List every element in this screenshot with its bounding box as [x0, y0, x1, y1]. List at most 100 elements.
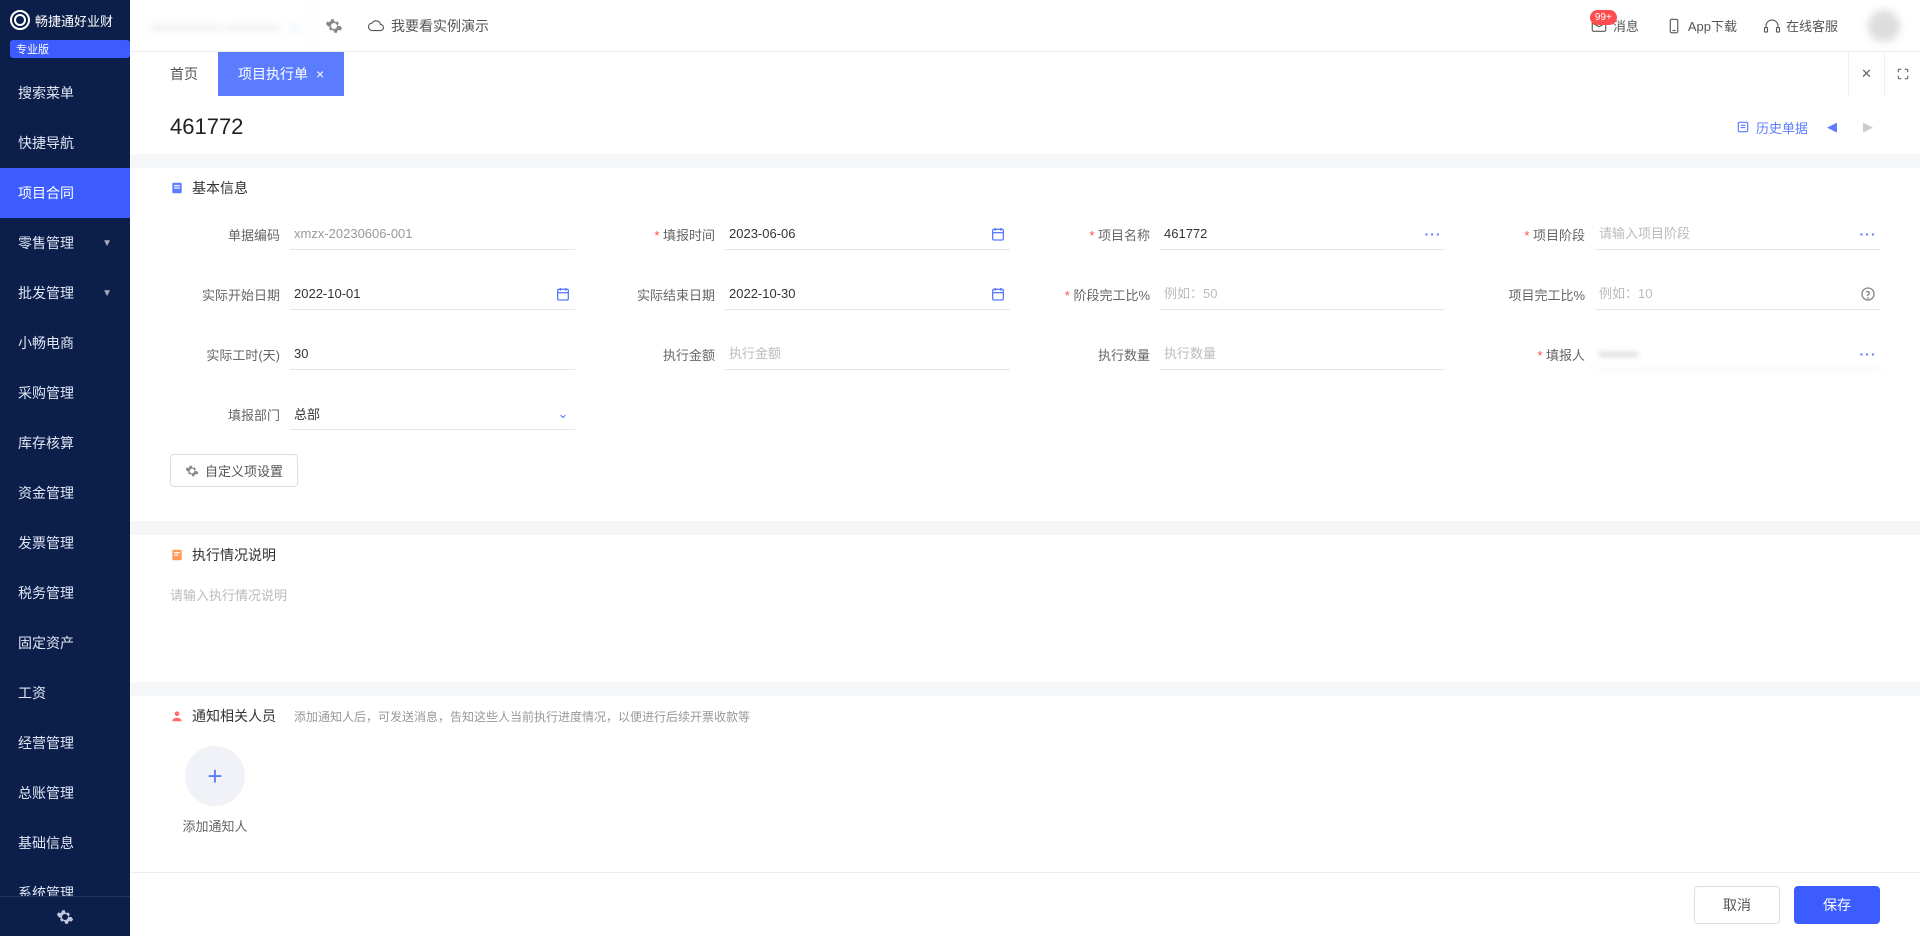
exec-notes-textarea[interactable]	[170, 585, 1880, 645]
save-button[interactable]: 保存	[1794, 886, 1880, 924]
field-report-time: 填报时间	[605, 218, 1010, 250]
nav-funds[interactable]: 资金管理	[0, 468, 130, 518]
sidebar-footer	[0, 896, 130, 936]
org-selector[interactable]: ————— ———— ⌄	[150, 0, 311, 51]
avatar[interactable]	[1868, 10, 1900, 42]
nav-label: 批发管理	[18, 283, 74, 303]
chevron-down-icon: ⌄	[290, 19, 300, 33]
gear-icon[interactable]	[325, 17, 343, 35]
add-notify-button[interactable]: +	[185, 746, 245, 806]
org-name: ————— ————	[150, 18, 280, 34]
next-button[interactable]: ▶	[1856, 115, 1880, 139]
nav-label: 税务管理	[18, 583, 74, 603]
history-link[interactable]: 历史单据	[1736, 118, 1808, 137]
stage-pct-input[interactable]	[1160, 278, 1445, 310]
nav-quick[interactable]: 快捷导航	[0, 118, 130, 168]
calendar-icon[interactable]	[990, 286, 1006, 302]
gear-icon[interactable]	[56, 908, 74, 926]
field-report-dept: 填报部门 ⌄	[170, 398, 575, 430]
help-icon[interactable]	[1860, 286, 1876, 302]
lookup-icon[interactable]: ···	[1425, 226, 1441, 242]
field-stage-pct: 阶段完工比%	[1040, 278, 1445, 310]
report-dept-input[interactable]	[290, 398, 575, 430]
exec-amount-input[interactable]	[725, 338, 1010, 370]
nav-list: 搜索菜单 快捷导航 项目合同 零售管理▼ 批发管理 ▼ 小畅电商 采购管理 库存核…	[0, 63, 130, 896]
app-label: App下载	[1688, 16, 1737, 35]
lookup-icon[interactable]: ···	[1860, 226, 1876, 242]
section-title-text: 通知相关人员	[192, 706, 276, 726]
nav-invoice[interactable]: 发票管理	[0, 518, 130, 568]
nav-purchase[interactable]: 采购管理	[0, 368, 130, 418]
field-project-stage: 项目阶段 ···	[1475, 218, 1880, 250]
nav-label: 快捷导航	[18, 133, 74, 153]
nav-salary[interactable]: 工资	[0, 668, 130, 718]
history-label: 历史单据	[1756, 118, 1808, 137]
nav-inventory[interactable]: 库存核算	[0, 418, 130, 468]
messages-button[interactable]: 99+ 消息	[1584, 16, 1645, 35]
field-label: 阶段完工比%	[1040, 285, 1150, 304]
exec-qty-input[interactable]	[1160, 338, 1445, 370]
field-reporter: 填报人 ···	[1475, 338, 1880, 370]
nav-project-contract[interactable]: 项目合同	[0, 168, 130, 218]
actual-end-input[interactable]	[725, 278, 1010, 310]
nav-retail[interactable]: 零售管理▼	[0, 218, 130, 268]
tab-home[interactable]: 首页	[150, 52, 218, 96]
chevron-down-icon[interactable]: ⌄	[555, 406, 571, 422]
nav-label: 工资	[18, 683, 46, 703]
nav-assets[interactable]: 固定资产	[0, 618, 130, 668]
field-label: 填报部门	[170, 405, 280, 424]
lookup-icon[interactable]: ···	[1860, 346, 1876, 362]
tabs-actions: ✕	[1848, 52, 1920, 96]
calendar-icon[interactable]	[990, 226, 1006, 242]
fullscreen-button[interactable]	[1884, 52, 1920, 96]
custom-fields-label: 自定义项设置	[205, 461, 283, 480]
app-download-button[interactable]: App下载	[1659, 16, 1743, 35]
cloud-icon	[367, 17, 385, 35]
person-icon	[170, 709, 184, 723]
nav-operation[interactable]: 经营管理	[0, 718, 130, 768]
reporter-input[interactable]	[1595, 338, 1880, 370]
project-stage-input[interactable]	[1595, 218, 1880, 250]
field-label: 项目阶段	[1475, 225, 1585, 244]
nav-search-menu[interactable]: 搜索菜单	[0, 68, 130, 118]
nav-ledger[interactable]: 总账管理	[0, 768, 130, 818]
nav-tax[interactable]: 税务管理	[0, 568, 130, 618]
field-actual-start: 实际开始日期	[170, 278, 575, 310]
nav-label: 小畅电商	[18, 333, 74, 353]
sidebar: 畅捷通好业财 专业版 搜索菜单 快捷导航 项目合同 零售管理▼ 批发管理▼ 小畅…	[0, 0, 130, 936]
nav-label: 库存核算	[18, 433, 74, 453]
section-exec-notes: 执行情况说明	[130, 535, 1920, 668]
report-time-input[interactable]	[725, 218, 1010, 250]
tab-label: 项目执行单	[238, 64, 308, 84]
nav-wholesale[interactable]: 批发管理 ▼	[0, 268, 130, 318]
nav-ecommerce[interactable]: 小畅电商	[0, 318, 130, 368]
cancel-button[interactable]: 取消	[1694, 886, 1780, 924]
topbar: ————— ———— ⌄ 我要看实例演示 99+ 消息 App下载 在线客服	[130, 0, 1920, 52]
actual-start-input[interactable]	[290, 278, 575, 310]
field-label: 项目名称	[1040, 225, 1150, 244]
project-pct-input[interactable]	[1595, 278, 1880, 310]
headset-icon	[1763, 17, 1781, 35]
field-label: 实际开始日期	[170, 285, 280, 304]
actual-days-input[interactable]	[290, 338, 575, 370]
nav-system[interactable]: 系统管理	[0, 868, 130, 896]
close-all-button[interactable]: ✕	[1848, 52, 1884, 96]
logo-icon	[10, 10, 30, 30]
nav-label: 项目合同	[18, 183, 74, 203]
demo-link[interactable]: 我要看实例演示	[367, 16, 489, 36]
close-icon[interactable]: ×	[316, 66, 324, 82]
field-label: 项目完工比%	[1475, 285, 1585, 304]
field-project-name: 项目名称 ···	[1040, 218, 1445, 250]
nav-basic-info[interactable]: 基础信息	[0, 818, 130, 868]
service-button[interactable]: 在线客服	[1757, 16, 1844, 35]
prev-button[interactable]: ◀	[1820, 115, 1844, 139]
calendar-icon[interactable]	[555, 286, 571, 302]
field-actual-end: 实际结束日期	[605, 278, 1010, 310]
project-name-input[interactable]	[1160, 218, 1445, 250]
section-notify: 通知相关人员 添加通知人后，可发送消息，告知这些人当前执行进度情况，以便进行后续…	[130, 696, 1920, 855]
nav-label: 资金管理	[18, 483, 74, 503]
custom-fields-button[interactable]: 自定义项设置	[170, 454, 298, 487]
chevron-down-icon: ▼	[102, 288, 112, 299]
tab-project-exec[interactable]: 项目执行单 ×	[218, 52, 344, 96]
logo-area: 畅捷通好业财	[0, 0, 130, 40]
